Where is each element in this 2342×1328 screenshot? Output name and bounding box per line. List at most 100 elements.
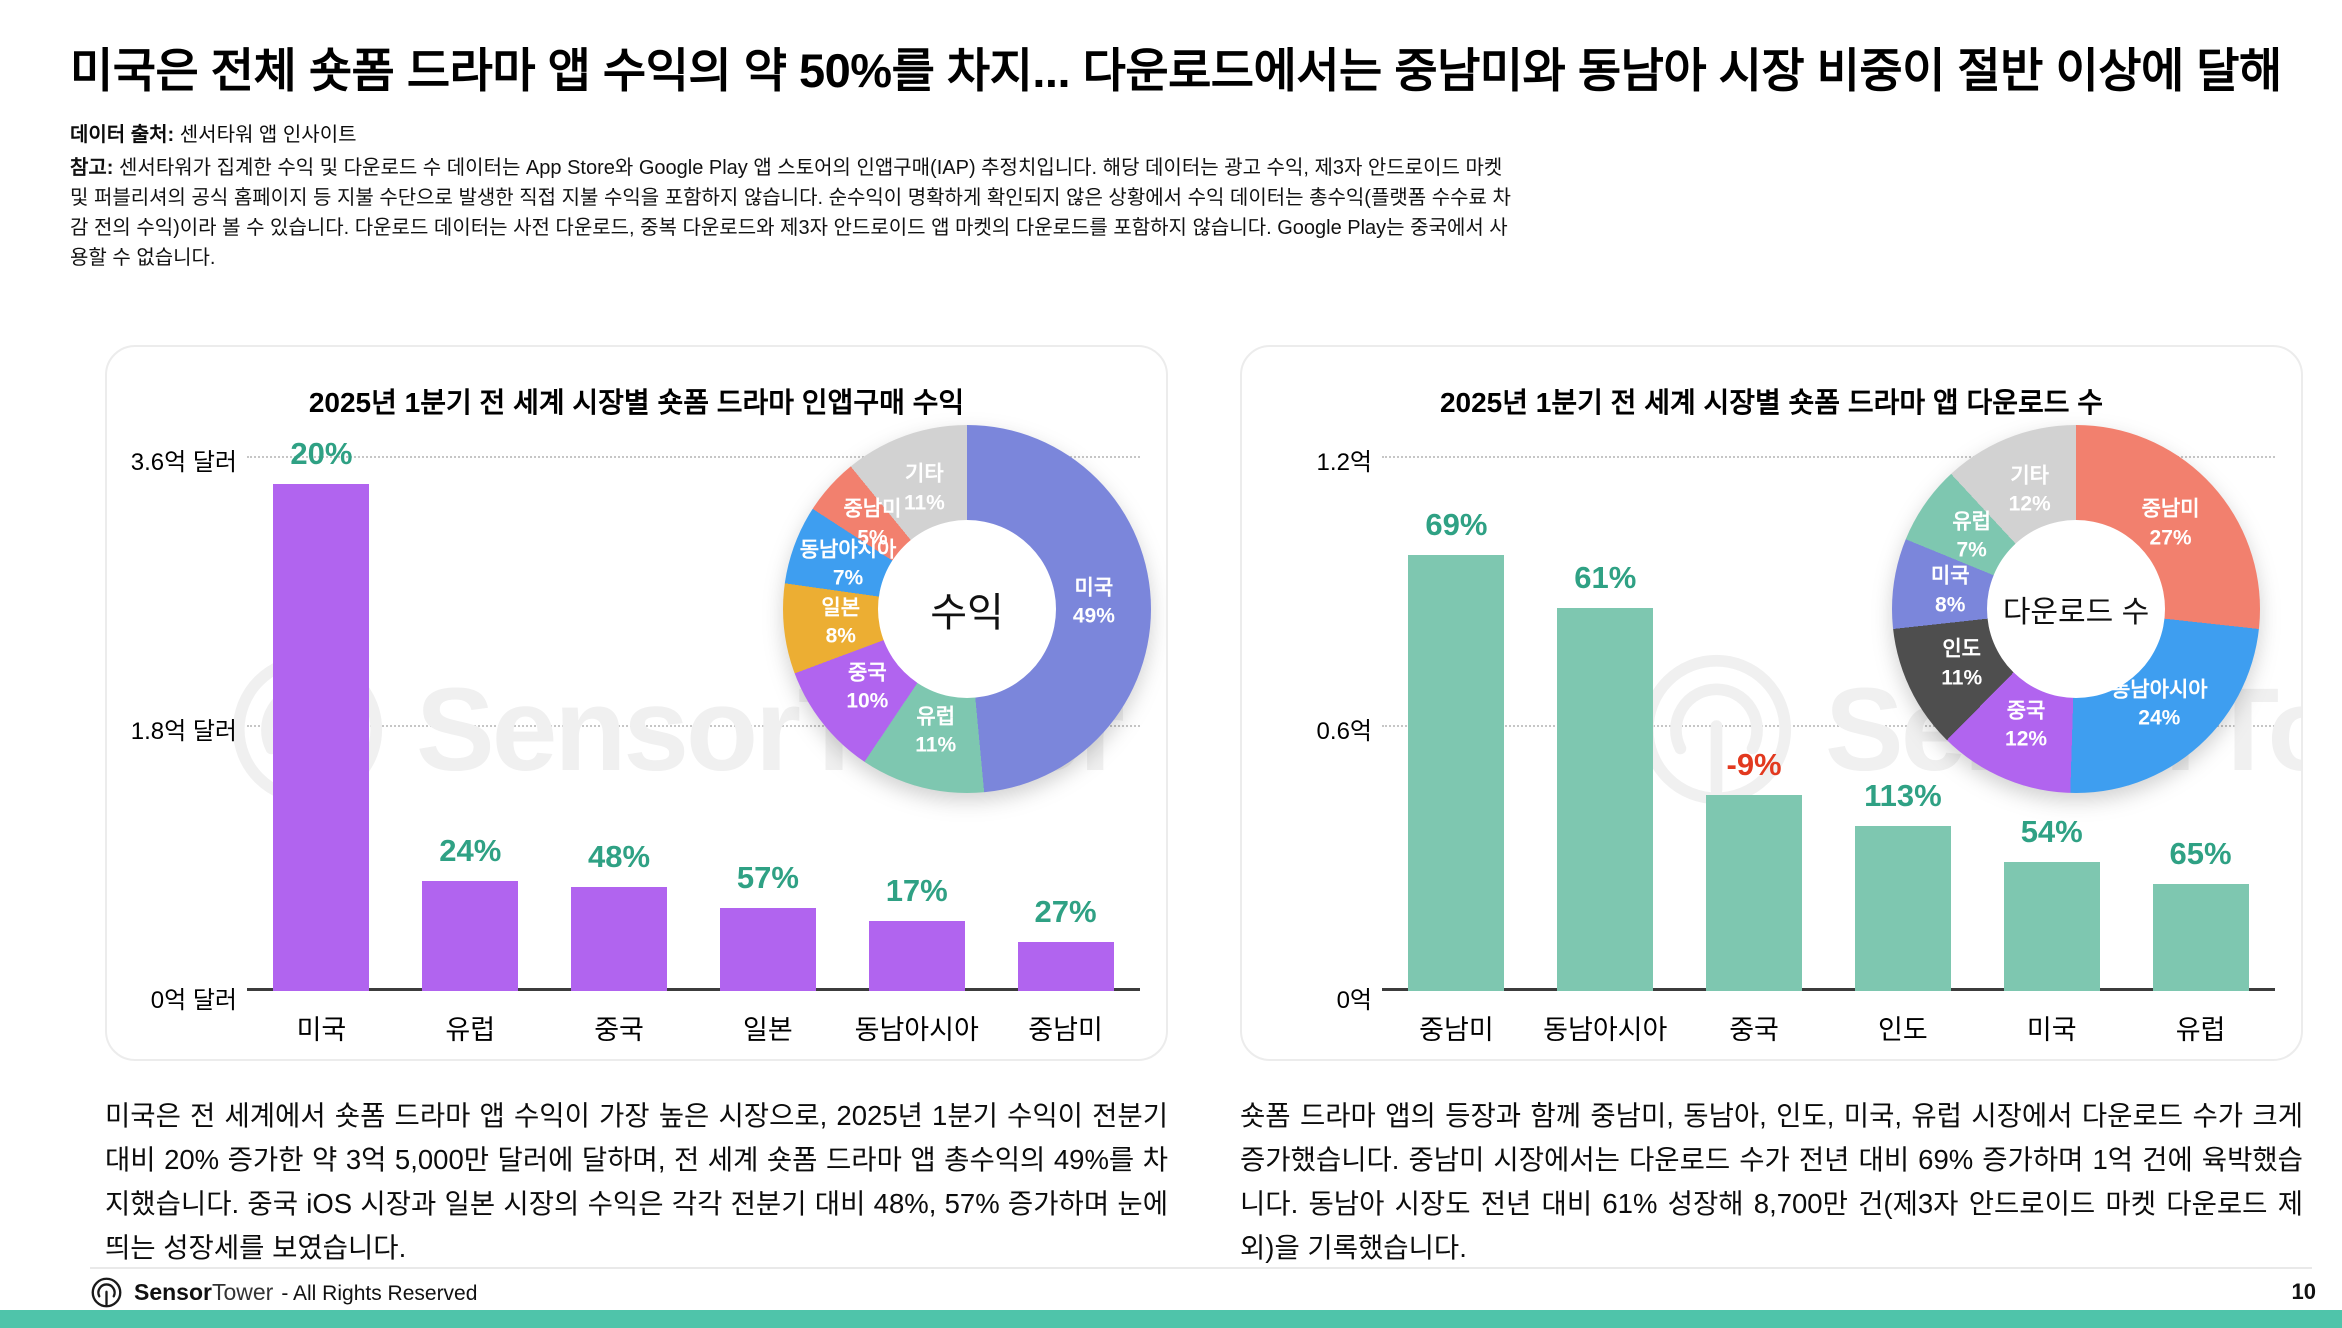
bar-slot: 54%: [1977, 457, 2126, 991]
donut-slice-label: 일본 8%: [821, 596, 861, 648]
downloads-chart-panel: SensorTower 2025년 1분기 전 세계 시장별 숏폼 드라마 앱 …: [1240, 345, 2303, 1061]
bar: [1854, 826, 1951, 991]
brand-name-light: Tower: [211, 1278, 274, 1305]
bar-slot: 20%: [247, 436, 396, 991]
x-axis-category-label: 동남아시아: [854, 1015, 979, 1045]
revenue-commentary: 미국은 전 세계에서 숏폼 드라마 앱 수익이 가장 높은 시장으로, 2025…: [105, 1100, 1168, 1263]
data-source-label: 데이터 출처:: [70, 124, 175, 147]
x-axis-category-label: 일본: [743, 1015, 793, 1045]
x-axis-labels: 중남미 동남아시아 중국 인도 미국 유럽: [1382, 1008, 2275, 1047]
report-header: 미국은 전체 숏폼 드라마 앱 수익의 약 50%를 차지... 다운로드에서는…: [70, 40, 2290, 273]
donut-chart: 수익 미국 49% 유럽 11% 중국 10% 일본 8% 동남아시아 7% 중남미 5% 기타 11%: [783, 425, 1151, 793]
x-axis-category-label: 중국: [1729, 1015, 1779, 1045]
donut-slice-label: 중남미 27%: [2141, 497, 2200, 550]
bar-slot: 48%: [545, 457, 694, 991]
bar-growth-label: 57%: [736, 859, 799, 895]
bar: [2152, 884, 2249, 991]
donut-slice-label: 유럽 11%: [915, 705, 957, 758]
donut-ring: 수익: [783, 425, 1151, 793]
note-text: 센서타워가 집계한 수익 및 다운로드 수 데이터는 App Store와 Go…: [70, 157, 1511, 270]
bar-growth-label: 17%: [885, 873, 948, 909]
donut-slice-label: 미국 49%: [1072, 576, 1115, 629]
bar: [1706, 795, 1803, 991]
bar: [2003, 861, 2100, 991]
x-axis-category-label: 미국: [2026, 1015, 2077, 1045]
footer-brand: SensorTower - All Rights Reserved: [90, 1276, 477, 1309]
revenue-chart-title: 2025년 1분기 전 세계 시장별 숏폼 드라마 인앱구매 수익: [308, 387, 965, 418]
y-axis-tick-label: 1.8억 달러: [130, 718, 237, 745]
note-label: 참고:: [70, 157, 114, 180]
data-source-value: 센서타워 앱 인사이트: [174, 124, 357, 147]
donut-slice-label: 기타 12%: [2008, 464, 2051, 516]
x-axis-category-label: 미국: [296, 1015, 347, 1045]
accent-bottom-bar: [0, 1310, 2342, 1328]
revenue-chart-panel: SensorTower 2025년 1분기 전 세계 시장별 숏폼 드라마 인앱…: [105, 345, 1168, 1061]
bar-growth-label: -9%: [1726, 747, 1782, 783]
x-axis-category-label: 중국: [594, 1015, 644, 1045]
x-axis-category-label: 중남미: [1028, 1015, 1103, 1045]
donut-slice-label: 유럽 7%: [1952, 510, 1991, 562]
bar-growth-label: 48%: [588, 839, 651, 875]
sensor-tower-logo-icon: [91, 1277, 122, 1307]
x-axis-category-label: 유럽: [445, 1015, 496, 1045]
donut-slice-label: 인도 11%: [1941, 638, 1983, 690]
bar-slot: 113%: [1828, 457, 1977, 991]
bar-growth-label: 24%: [439, 833, 502, 869]
bar-slot: -9%: [1680, 457, 1829, 991]
bar: [1557, 608, 1654, 991]
bar-plot-area: 69% 61% -9% 113% 54% 65%: [1382, 456, 2275, 991]
bar: [1017, 942, 1114, 991]
methodology-note: 참고: 센서타워가 집계한 수익 및 다운로드 수 데이터는 App Store…: [70, 153, 1525, 273]
x-axis-category-label: 인도: [1878, 1015, 1928, 1045]
page-title: 미국은 전체 숏폼 드라마 앱 수익의 약 50%를 차지... 다운로드에서는…: [70, 44, 2282, 97]
x-axis-line: [247, 988, 1140, 991]
donut-slice-label: 동남아시아 7%: [799, 538, 897, 590]
footer: SensorTower - All Rights Reserved 10: [90, 1274, 2316, 1310]
gridline: [1382, 725, 2275, 727]
bar-slot: 24%: [396, 457, 545, 991]
donut-hole: 수익: [878, 520, 1056, 698]
y-axis-tick-label: 0억 달러: [150, 987, 237, 1014]
footer-divider: [90, 1267, 2312, 1269]
page-number: 10: [2291, 1279, 2316, 1304]
donut-slice-label: 중국 12%: [2005, 699, 2048, 751]
donut-slice-label: 미국 8%: [1930, 564, 1970, 617]
x-axis-category-label: 동남아시아: [1543, 1015, 1668, 1045]
bar-slot: 17%: [842, 457, 991, 991]
donut-ring: 다운로드 수: [1892, 425, 2260, 793]
y-axis-tick-label: 0억: [1336, 987, 1372, 1014]
downloads-chart-title: 2025년 1분기 전 세계 시장별 숏폼 드라마 앱 다운로드 수: [1439, 387, 2104, 418]
bar-growth-label: 61%: [1574, 560, 1637, 596]
bar: [1408, 554, 1505, 991]
bar-growth-label: 65%: [2169, 836, 2232, 872]
bar-growth-label: 54%: [2020, 813, 2083, 849]
bar: [422, 881, 519, 991]
donut-slice-label: 중남미 5%: [843, 497, 902, 550]
bar-slot: 61%: [1531, 457, 1680, 991]
bars-row: 69% 61% -9% 113% 54% 65%: [1382, 457, 2275, 991]
x-axis-line: [1382, 988, 2275, 991]
y-axis-tick-label: 3.6억 달러: [130, 449, 237, 476]
donut-hole: 다운로드 수: [1987, 520, 2165, 698]
downloads-commentary: 숏폼 드라마 앱의 등장과 함께 중남미, 동남아, 인도, 미국, 유럽 시장…: [1240, 1100, 2303, 1263]
bar-slot: 27%: [991, 457, 1140, 991]
bar: [868, 921, 965, 991]
rights-text: - All Rights Reserved: [281, 1281, 478, 1305]
bar-growth-label: 20%: [290, 435, 353, 471]
bar-growth-label: 27%: [1034, 894, 1097, 930]
donut-slice-label: 기타 11%: [903, 463, 945, 515]
donut-slice-label: 중국 10%: [846, 661, 889, 713]
bar-slot: 57%: [693, 457, 842, 991]
donut-slice-label: 동남아시아 24%: [2110, 678, 2208, 730]
donut-center-label: 수익: [930, 591, 1004, 635]
donut-center-label: 다운로드 수: [2002, 596, 2150, 629]
bar-slot: 69%: [1382, 457, 1531, 991]
data-source-line: 데이터 출처: 센서타워 앱 인사이트: [70, 118, 2290, 147]
bar-slot: 65%: [2126, 457, 2275, 991]
gridline: [247, 725, 1140, 727]
commentary-section: 미국은 전 세계에서 숏폼 드라마 앱 수익이 가장 높은 시장으로, 2025…: [105, 1094, 2303, 1270]
bar: [571, 887, 668, 991]
chart-panels: SensorTower 2025년 1분기 전 세계 시장별 숏폼 드라마 인앱…: [105, 345, 2303, 1061]
bar: [719, 907, 816, 991]
x-axis-category-label: 중남미: [1419, 1015, 1494, 1045]
